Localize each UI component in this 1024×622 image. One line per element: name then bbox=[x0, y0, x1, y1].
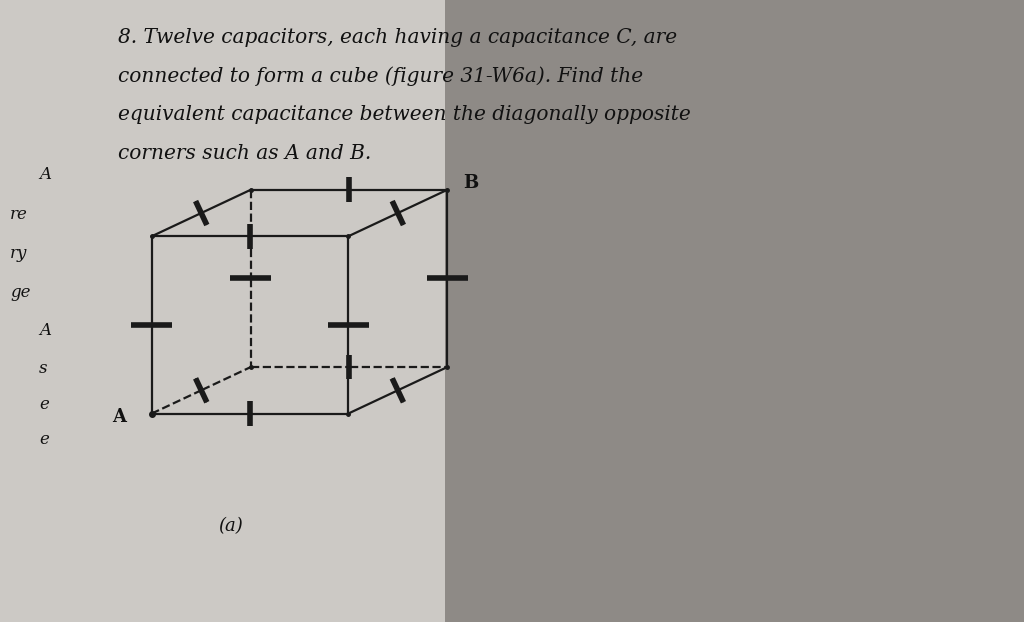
Text: s: s bbox=[39, 360, 47, 377]
Bar bbox=[445, 0, 1024, 622]
Text: B: B bbox=[463, 175, 478, 192]
Text: 8. Twelve capacitors, each having a capacitance C, are: 8. Twelve capacitors, each having a capa… bbox=[118, 28, 677, 47]
Text: ge: ge bbox=[10, 284, 31, 301]
Text: e: e bbox=[39, 396, 49, 413]
Text: ry: ry bbox=[10, 244, 28, 262]
Text: corners such as A and B.: corners such as A and B. bbox=[118, 144, 371, 163]
Text: (a): (a) bbox=[218, 517, 243, 534]
Text: A: A bbox=[112, 408, 126, 425]
Text: equivalent capacitance between the diagonally opposite: equivalent capacitance between the diago… bbox=[118, 105, 690, 124]
Text: A: A bbox=[39, 322, 51, 340]
Text: re: re bbox=[10, 206, 28, 223]
Text: e: e bbox=[39, 431, 49, 448]
Text: A: A bbox=[39, 165, 51, 183]
Text: connected to form a cube (figure 31-W6a). Find the: connected to form a cube (figure 31-W6a)… bbox=[118, 67, 643, 86]
